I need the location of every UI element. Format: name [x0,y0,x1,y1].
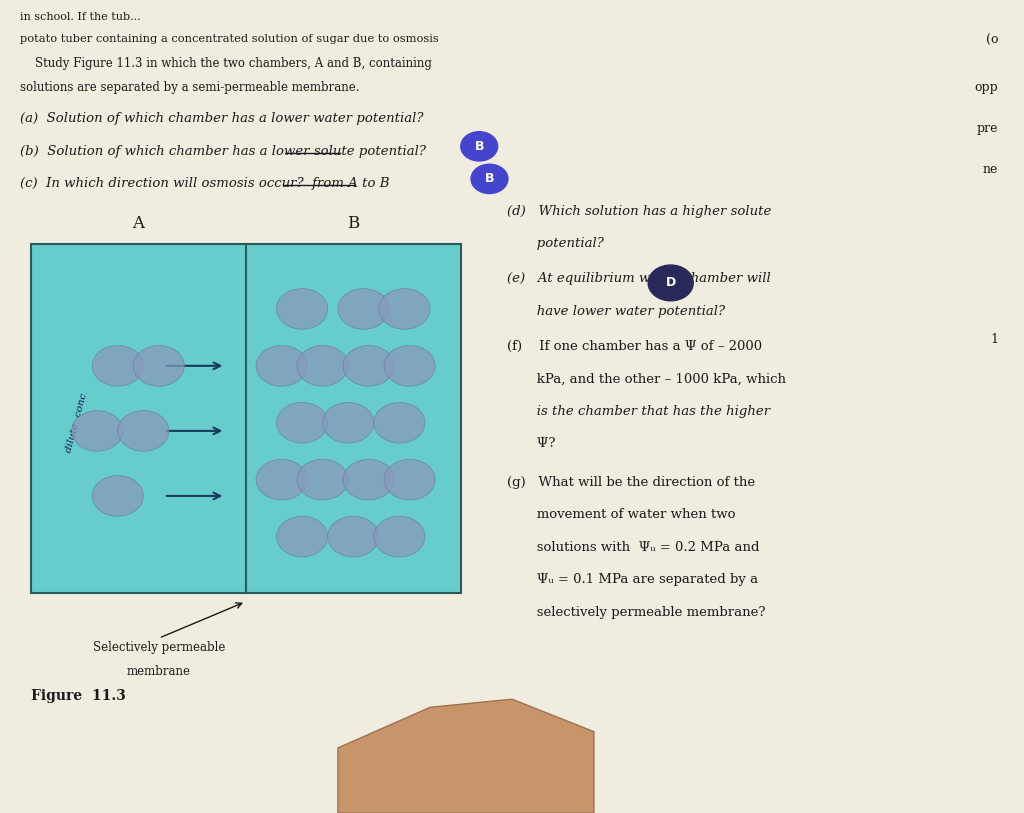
Text: A: A [132,215,144,232]
Text: (f)    If one chamber has a Ψ of – 2000: (f) If one chamber has a Ψ of – 2000 [507,340,762,353]
Text: (o: (o [986,34,998,47]
Text: (a)  Solution of which chamber has a lower water potential?: (a) Solution of which chamber has a lowe… [20,112,424,125]
Text: is the chamber that has the higher: is the chamber that has the higher [507,405,770,418]
Text: (e)   At equilibrium which chamber will: (e) At equilibrium which chamber will [507,272,771,285]
Circle shape [384,346,435,386]
Text: Study Figure 11.3 in which the two chambers, A and B, containing: Study Figure 11.3 in which the two chamb… [20,57,432,70]
Text: 1: 1 [990,333,998,346]
Circle shape [256,459,307,500]
Text: potential?: potential? [507,237,604,250]
Text: (g)   What will be the direction of the: (g) What will be the direction of the [507,476,755,489]
Text: Figure  11.3: Figure 11.3 [31,689,126,703]
Text: (d)   Which solution has a higher solute: (d) Which solution has a higher solute [507,205,771,218]
Circle shape [374,516,425,557]
Text: potato tuber containing a concentrated solution of sugar due to osmosis: potato tuber containing a concentrated s… [20,34,439,44]
Text: dilute  conc: dilute conc [65,392,89,454]
Circle shape [461,132,498,161]
Text: pre: pre [977,122,998,135]
Circle shape [133,346,184,386]
Circle shape [297,346,348,386]
Circle shape [343,346,394,386]
Text: B: B [474,140,484,153]
Text: opp: opp [975,81,998,94]
Text: kPa, and the other – 1000 kPa, which: kPa, and the other – 1000 kPa, which [507,372,785,385]
Circle shape [471,164,508,193]
Text: (b)  Solution of which chamber has a lower solute potential?: (b) Solution of which chamber has a lowe… [20,145,426,158]
Text: selectively permeable membrane?: selectively permeable membrane? [507,606,765,619]
Text: membrane: membrane [127,665,190,678]
Bar [31,244,461,593]
Text: movement of water when two: movement of water when two [507,508,735,521]
Text: solutions with  Ψᵤ = 0.2 MPa and: solutions with Ψᵤ = 0.2 MPa and [507,541,760,554]
Circle shape [92,346,143,386]
Circle shape [323,402,374,443]
Circle shape [297,459,348,500]
Text: in school. If the tub...: in school. If the tub... [20,12,141,22]
Circle shape [276,402,328,443]
Circle shape [338,289,389,329]
Text: B: B [347,215,359,232]
Text: B: B [484,172,495,185]
Circle shape [328,516,379,557]
Circle shape [648,265,693,301]
Circle shape [92,476,143,516]
Polygon shape [338,699,594,813]
Text: Ψ?: Ψ? [507,437,555,450]
Text: ne: ne [983,163,998,176]
Circle shape [72,411,123,451]
Text: Selectively permeable: Selectively permeable [92,641,225,654]
Circle shape [374,402,425,443]
Circle shape [343,459,394,500]
Circle shape [256,346,307,386]
Text: solutions are separated by a semi-permeable membrane.: solutions are separated by a semi-permea… [20,81,360,94]
Circle shape [276,289,328,329]
Text: (c)  In which direction will osmosis occur?  from A to B: (c) In which direction will osmosis occu… [20,177,390,190]
Circle shape [379,289,430,329]
Text: Ψᵤ = 0.1 MPa are separated by a: Ψᵤ = 0.1 MPa are separated by a [507,573,758,586]
Circle shape [276,516,328,557]
Circle shape [118,411,169,451]
Text: have lower water potential?: have lower water potential? [507,305,725,318]
Text: D: D [666,276,676,289]
Circle shape [384,459,435,500]
